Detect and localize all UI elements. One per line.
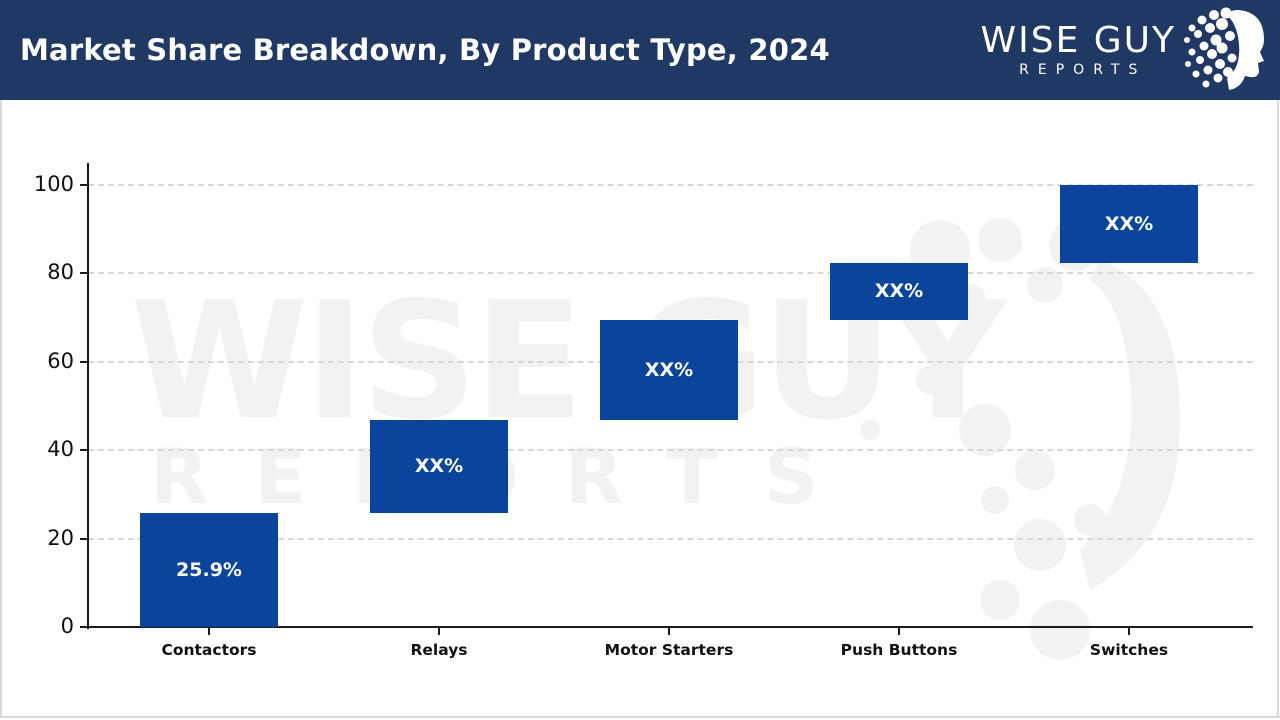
x-tick-mark [668, 627, 670, 635]
y-tick-mark [80, 360, 88, 363]
bar-value-label: XX% [644, 358, 694, 381]
y-tick-mark [80, 626, 88, 628]
bar-contactors: 25.9% [140, 512, 278, 627]
bar-motor-starters: XX% [600, 319, 738, 421]
x-tick-mark [1128, 627, 1130, 635]
logo-subtitle: REPORTS [1019, 62, 1147, 78]
frame-bottom-edge [0, 716, 1280, 718]
gridline-20 [88, 537, 1253, 540]
bar-value-label: XX% [1104, 212, 1154, 235]
gridline-100 [88, 184, 1253, 186]
y-tick-label: 20 [47, 525, 74, 550]
logo-wordmark: WISE GUY [980, 20, 1176, 61]
bar-value-label: XX% [414, 455, 464, 478]
frame-left-edge [0, 100, 2, 718]
logo-text: WISE GUY REPORTS [980, 20, 1177, 79]
x-category-label: Push Buttons [840, 641, 958, 659]
y-tick-label: 60 [47, 348, 74, 373]
x-category-label: Contactors [161, 641, 257, 659]
wise-guy-reports-logo: WISE GUY REPORTS [981, 0, 1267, 100]
bar-value-label: 25.9% [176, 558, 242, 581]
y-axis-line [87, 163, 89, 629]
y-tick-mark [80, 184, 88, 186]
gridline-40 [88, 449, 1253, 452]
gridline-80 [88, 272, 1253, 275]
x-tick-mark [208, 627, 210, 635]
y-tick-mark [80, 449, 88, 452]
x-tick-mark [898, 627, 900, 635]
x-tick-mark [438, 627, 440, 635]
y-tick-mark [80, 272, 88, 275]
bar-value-label: XX% [874, 280, 924, 303]
y-tick-label: 40 [47, 437, 74, 462]
bar-relays: XX% [370, 420, 508, 513]
header-band: Market Share Breakdown, By Product Type,… [0, 0, 1280, 100]
x-axis-line [87, 626, 1253, 628]
bar-push-buttons: XX% [830, 262, 968, 320]
x-category-label: Relays [410, 641, 468, 659]
y-tick-label: 80 [47, 260, 74, 285]
bar-switches: XX% [1060, 185, 1198, 263]
y-tick-mark [80, 537, 88, 540]
frame-right-edge [1277, 100, 1279, 718]
x-category-label: Motor Starters [604, 641, 734, 659]
y-tick-label: 100 [33, 172, 74, 196]
page-title: Market Share Breakdown, By Product Type,… [20, 33, 830, 67]
dotted-head-icon [1184, 7, 1264, 90]
y-tick-label: 0 [60, 614, 74, 638]
x-category-label: Switches [1089, 641, 1169, 659]
